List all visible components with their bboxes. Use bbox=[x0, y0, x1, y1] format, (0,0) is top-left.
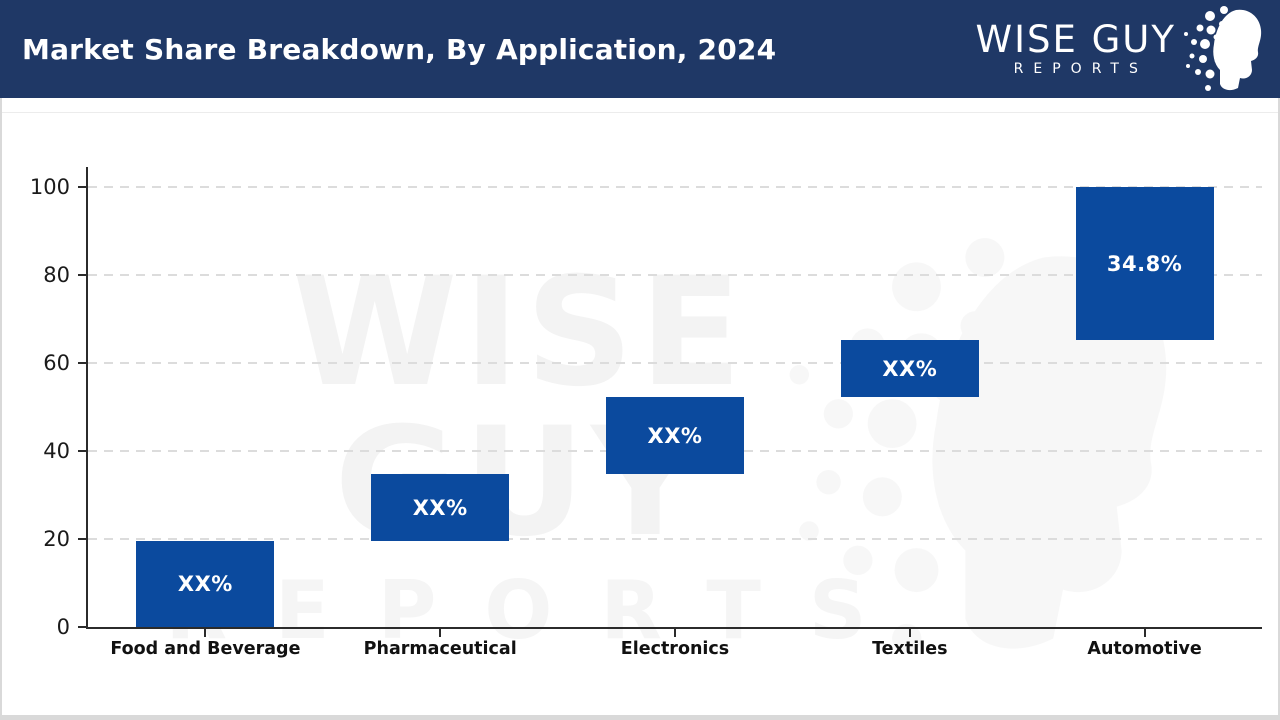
y-axis-line bbox=[86, 167, 88, 627]
frame-border-left bbox=[0, 98, 2, 720]
x-axis-tick bbox=[439, 629, 442, 637]
gridline-80 bbox=[88, 274, 1262, 276]
brand-name: WISE GUY bbox=[975, 18, 1176, 61]
category-label-electronics: Electronics bbox=[620, 639, 730, 659]
category-column-1: XX% Food and Beverage bbox=[88, 187, 323, 659]
y-axis-tick-20 bbox=[78, 538, 86, 540]
head-profile-dots-icon bbox=[1184, 6, 1262, 91]
category-label-automotive: Automotive bbox=[1087, 639, 1202, 659]
category-column-5: 34.8% Automotive bbox=[1027, 187, 1262, 659]
brand-subname: REPORTS bbox=[1013, 61, 1148, 77]
y-tick-label-100: 100 bbox=[29, 175, 70, 199]
x-axis-tick bbox=[204, 629, 207, 637]
x-axis-tick bbox=[908, 629, 911, 637]
bar-value-label: XX% bbox=[177, 572, 233, 597]
category-column-3: XX% Electronics bbox=[558, 187, 793, 659]
header-band: Market Share Breakdown, By Application, … bbox=[0, 0, 1280, 98]
brand-logo: WISE GUY REPORTS bbox=[976, 4, 1280, 94]
bar-food-and-beverage: XX% bbox=[136, 541, 275, 627]
bar-textiles: XX% bbox=[840, 340, 979, 398]
brand-logo-text: WISE GUY REPORTS bbox=[976, 21, 1176, 77]
gridline-60 bbox=[88, 362, 1262, 364]
x-axis-tick bbox=[1143, 629, 1146, 637]
category-label-pharmaceutical: Pharmaceutical bbox=[363, 639, 517, 659]
y-axis-tick-40 bbox=[78, 450, 86, 452]
category-column-2: XX% Pharmaceutical bbox=[323, 187, 558, 659]
x-axis-tick bbox=[673, 629, 676, 637]
y-axis-tick-100 bbox=[78, 186, 86, 188]
bar-value-label: 34.8% bbox=[1106, 251, 1183, 276]
bar-pharmaceutical: XX% bbox=[371, 473, 510, 542]
category-label-textiles: Textiles bbox=[872, 639, 948, 659]
header-separator-line bbox=[0, 112, 1280, 113]
bar-value-label: XX% bbox=[647, 423, 703, 448]
bar-automotive: 34.8% bbox=[1075, 187, 1214, 341]
y-tick-label-40: 40 bbox=[43, 439, 70, 463]
y-axis-tick-60 bbox=[78, 362, 86, 364]
x-axis-line bbox=[86, 627, 1262, 629]
plot-area: 0 20 40 60 80 100 XX% Food and Beverage XX% Pharm… bbox=[30, 167, 1262, 659]
y-tick-label-20: 20 bbox=[43, 527, 70, 551]
y-tick-label-60: 60 bbox=[43, 351, 70, 375]
page-title: Market Share Breakdown, By Application, … bbox=[22, 32, 777, 66]
frame-border-bottom bbox=[0, 715, 1280, 720]
gridline-100 bbox=[88, 186, 1262, 188]
category-label-food-and-beverage: Food and Beverage bbox=[110, 639, 301, 659]
y-tick-label-0: 0 bbox=[56, 615, 70, 639]
frame-border-right bbox=[1278, 98, 1280, 720]
gridline-20 bbox=[88, 538, 1262, 540]
bar-value-label: XX% bbox=[882, 356, 938, 381]
bar-value-label: XX% bbox=[412, 495, 468, 520]
y-axis-tick-0 bbox=[78, 626, 86, 628]
y-tick-label-80: 80 bbox=[43, 263, 70, 287]
category-column-4: XX% Textiles bbox=[792, 187, 1027, 659]
y-axis-tick-80 bbox=[78, 274, 86, 276]
bar-electronics: XX% bbox=[605, 397, 744, 474]
